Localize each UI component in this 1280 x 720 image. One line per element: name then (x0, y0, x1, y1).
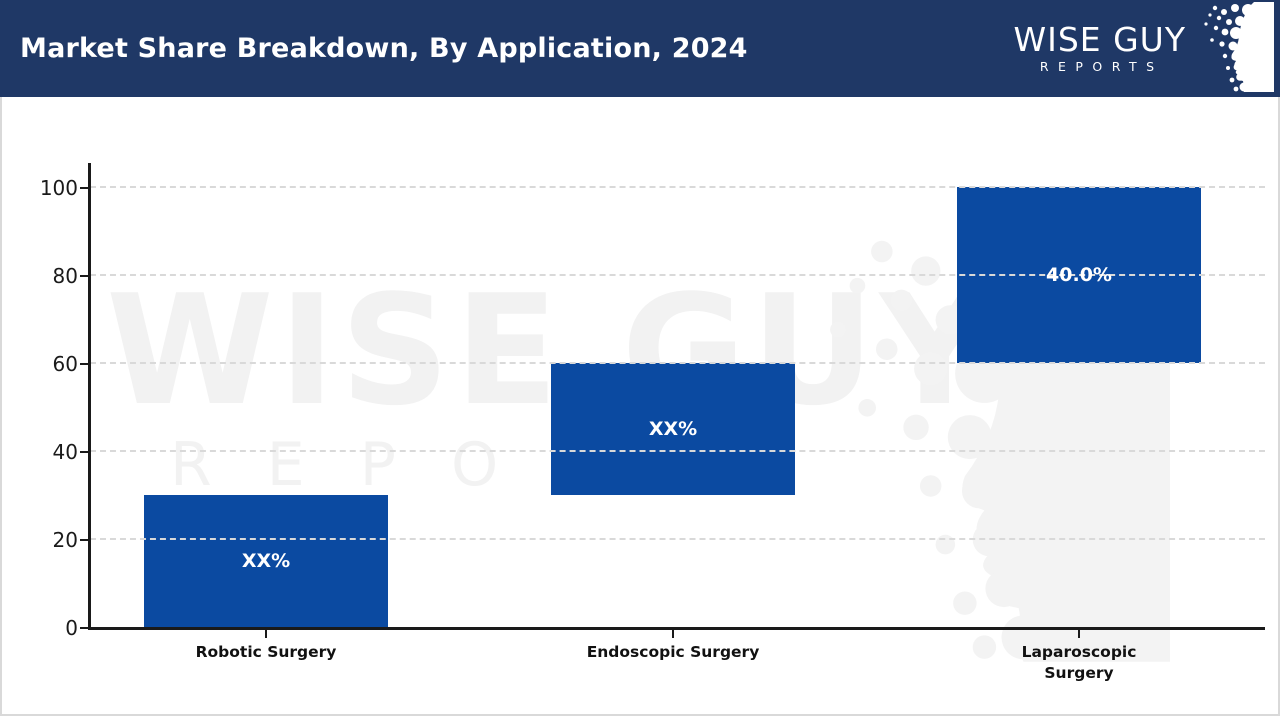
x-tick-label-3: Laparoscopic Surgery (1021, 643, 1137, 682)
logo-wordmark: WISE GUY (1013, 20, 1186, 59)
bar-value-label: XX% (648, 418, 698, 440)
y-tick-mark (80, 627, 88, 629)
bar-robotic-surgery (144, 495, 388, 627)
logo-subtitle: REPORTS (1039, 59, 1164, 74)
bar-endoscopic-surgery (551, 363, 795, 495)
y-tick-mark (80, 451, 88, 453)
y-axis-spine (88, 163, 91, 630)
gridline-y100 (90, 186, 1265, 188)
x-tick-mark (1078, 630, 1080, 638)
y-tick-mark (80, 539, 88, 541)
chart-title: Market Share Breakdown, By Application, … (20, 33, 748, 64)
y-tick-label: 0 (65, 616, 78, 640)
gridline-y60 (90, 362, 1265, 364)
bar-value-label: XX% (241, 550, 291, 572)
wiseguy-logo: WISE GUY REPORTS (1013, 0, 1274, 97)
x-tick-mark (265, 630, 267, 638)
plot-area: WISE GUY R E P O R T S (0, 97, 1280, 716)
gridline-y20 (90, 538, 1265, 540)
y-tick-mark (80, 187, 88, 189)
y-tick-label: 100 (39, 176, 78, 200)
y-tick-mark (80, 275, 88, 277)
x-axis-spine (88, 627, 1265, 630)
gridline-y40 (90, 450, 1265, 452)
y-tick-label: 60 (52, 352, 78, 376)
y-tick-mark (80, 363, 88, 365)
y-tick-label: 20 (52, 528, 78, 552)
x-tick-label-1: Robotic Surgery (195, 643, 337, 661)
watermark-wordmark: WISE GUY (106, 262, 995, 439)
x-tick-mark (672, 630, 674, 638)
header-bar: Market Share Breakdown, By Application, … (0, 0, 1280, 97)
gridline-y80 (90, 274, 1265, 276)
wiseguy-face-icon (1188, 1, 1274, 96)
y-tick-label: 40 (52, 440, 78, 464)
wiseguy-logo-text: WISE GUY REPORTS (1013, 23, 1186, 74)
bar-value-label: 40.0% (1046, 264, 1112, 286)
x-tick-label-2: Endoscopic Surgery (586, 643, 760, 661)
y-tick-label: 80 (52, 264, 78, 288)
